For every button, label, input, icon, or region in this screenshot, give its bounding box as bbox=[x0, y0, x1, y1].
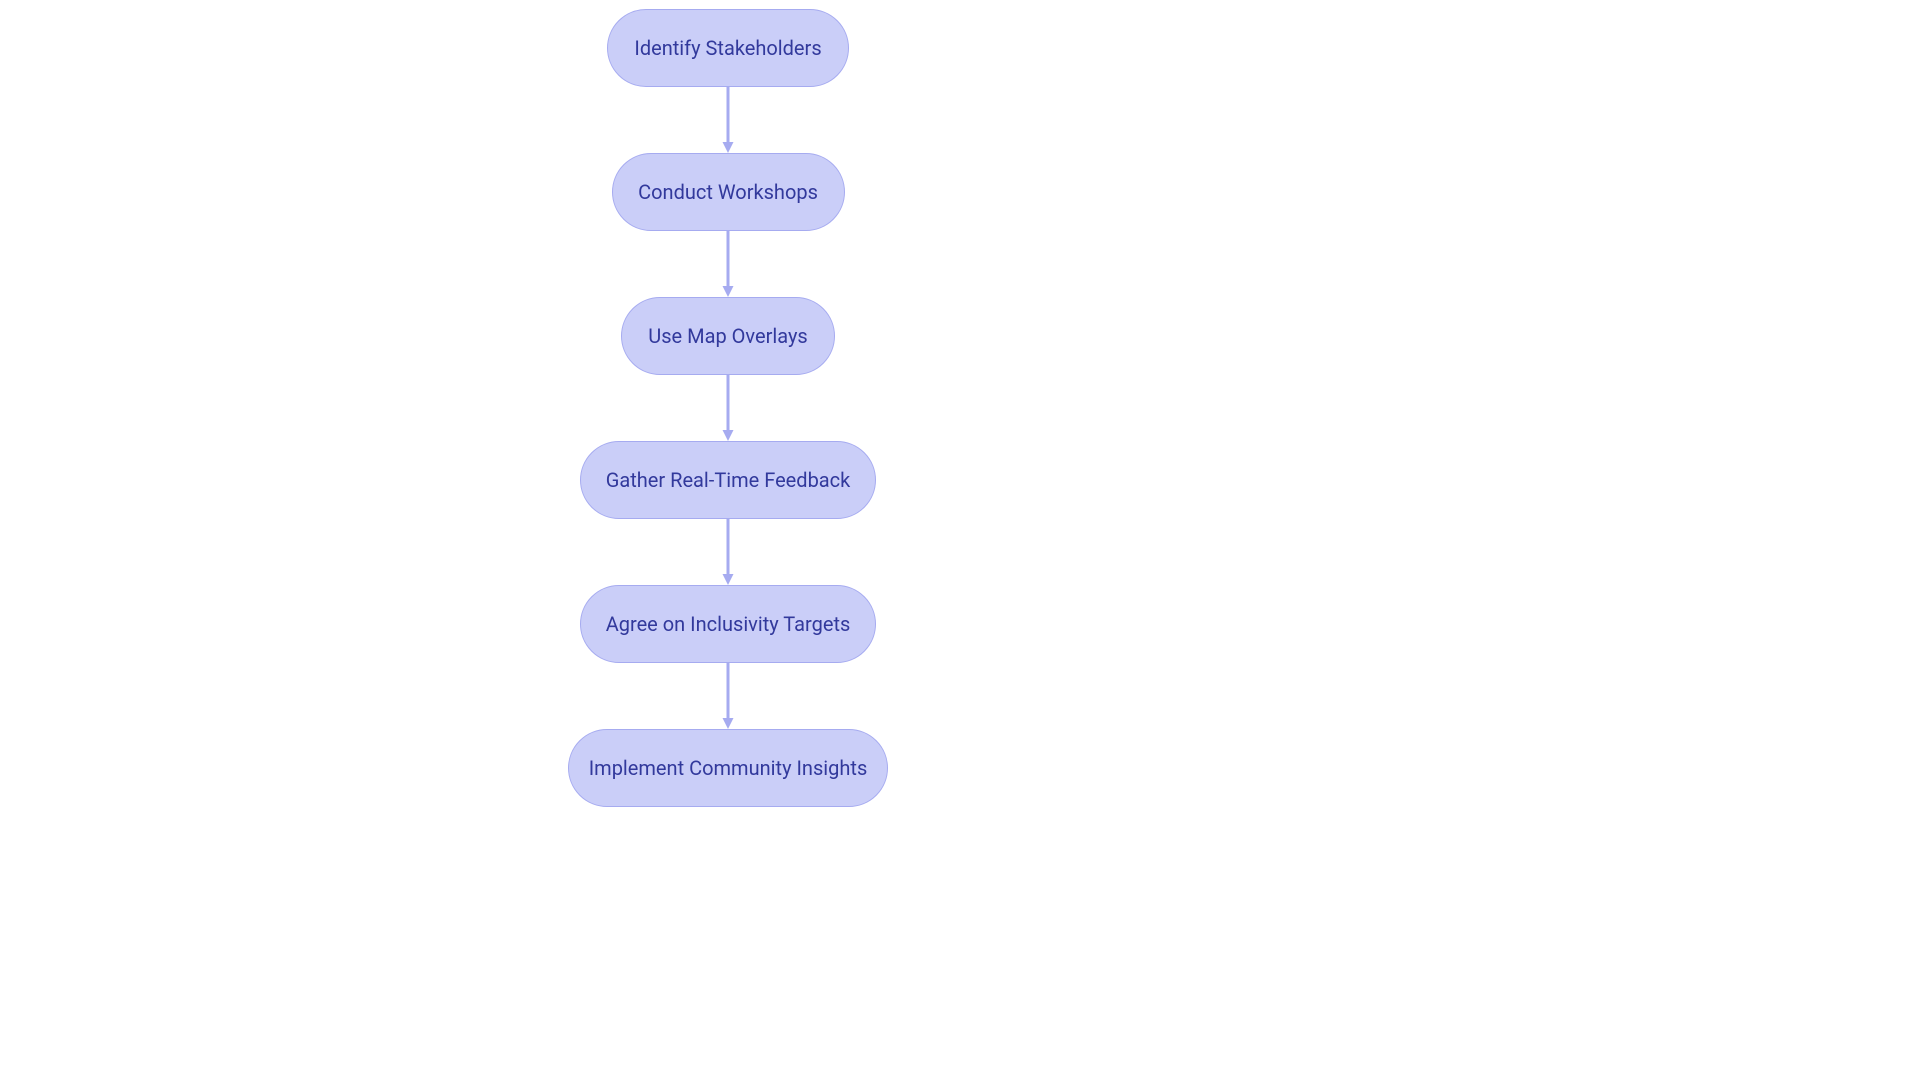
flowchart-node-label: Use Map Overlays bbox=[648, 324, 807, 348]
flowchart-node: Implement Community Insights bbox=[568, 729, 888, 807]
flowchart-node: Gather Real-Time Feedback bbox=[580, 441, 876, 519]
flowchart-node: Conduct Workshops bbox=[612, 153, 845, 231]
flowchart-canvas: Identify Stakeholders Conduct Workshops Us… bbox=[0, 0, 1920, 1083]
flowchart-node-label: Conduct Workshops bbox=[638, 180, 818, 204]
flowchart-node-label: Gather Real-Time Feedback bbox=[606, 468, 851, 492]
flowchart-node-label: Identify Stakeholders bbox=[634, 36, 821, 60]
flowchart-node: Agree on Inclusivity Targets bbox=[580, 585, 876, 663]
flowchart-node-label: Agree on Inclusivity Targets bbox=[606, 612, 851, 636]
flowchart-node: Use Map Overlays bbox=[621, 297, 835, 375]
flowchart-edges bbox=[0, 0, 1920, 1083]
flowchart-node: Identify Stakeholders bbox=[607, 9, 849, 87]
flowchart-node-label: Implement Community Insights bbox=[589, 756, 868, 780]
